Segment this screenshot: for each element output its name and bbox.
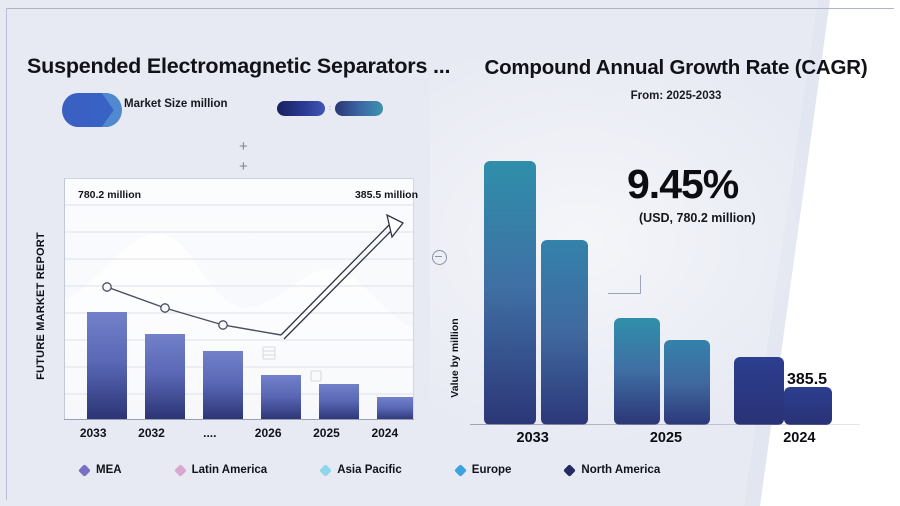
plus-icon-2: + (239, 158, 248, 175)
pill-primary (277, 101, 325, 116)
right-chart-title: Compound Annual Growth Rate (CAGR) (484, 56, 868, 79)
left-chart-svg (65, 204, 413, 420)
legend-label-europe: Europe (471, 464, 512, 476)
region-legend: MEA Latin America Asia Pacific Europe No… (78, 463, 820, 477)
legend-item-europe[interactable]: Europe (453, 463, 512, 477)
right-chart-plot-area (466, 150, 866, 425)
cagr-headline: 9.45% (627, 161, 739, 207)
left-chart-growth-arrow (280, 213, 405, 340)
right-chart-bracket-mark (608, 275, 641, 294)
legend-item-north-america[interactable]: North America (563, 463, 661, 477)
right-chart-data-label: 385.5 (787, 371, 828, 388)
left-chart-note-start: 780.2 million (78, 189, 142, 201)
pill-separator: : (329, 105, 331, 112)
bar-2025-secondary (664, 340, 710, 425)
left-chart-placeholder-icons (262, 346, 322, 382)
bar-2033-secondary (541, 240, 588, 425)
bar-2026 (261, 375, 301, 420)
legend-item-latin-america[interactable]: Latin America (173, 463, 268, 477)
legend-pills: : (277, 101, 383, 116)
x-label-1: 2032 (138, 426, 165, 440)
x-label-0: 2033 (79, 426, 107, 440)
legend-diamond-icon-asia-pacific (319, 463, 333, 477)
legend-diamond-icon-latin-america (173, 463, 187, 477)
bar-2033 (87, 312, 127, 420)
left-chart-trend-line (102, 282, 282, 336)
legend-label-mea: MEA (96, 464, 122, 476)
bar-2024-secondary (784, 387, 832, 425)
legend-label-asia-pacific: Asia Pacific (337, 464, 402, 476)
left-chart-note-end: 385.5 million (354, 189, 418, 201)
bar-2024 (377, 397, 413, 420)
logo-caption: Market Size million (124, 98, 228, 110)
right-x-label-2: 2024 (783, 430, 816, 446)
right-chart-x-axis: 2033 2025 2024 (466, 430, 866, 446)
bar-dots (203, 351, 243, 420)
legend-label-north-america: North America (581, 464, 661, 476)
bar-2033-primary (484, 161, 536, 425)
left-chart-title: Suspended Electromagnetic Separators ... (27, 54, 451, 78)
right-x-label-1: 2025 (649, 430, 683, 446)
legend-diamond-icon-mea (78, 463, 91, 477)
right-chart-baseline (470, 424, 860, 425)
bar-2025-primary (614, 318, 660, 425)
right-chart-bars (484, 161, 832, 425)
x-label-3: 2026 (254, 426, 282, 440)
left-chart-y-axis-label: FUTURE MARKET REPORT (35, 232, 47, 380)
x-label-4: 2025 (313, 426, 340, 440)
pill-secondary (334, 101, 383, 116)
left-chart-x-axis: 2033 2032 .... 2026 2025 2024 (64, 426, 414, 440)
x-label-5: 2024 (371, 426, 399, 440)
bar-2025 (319, 384, 359, 420)
plus-icon-1: + (239, 138, 248, 155)
right-chart-subtitle: From: 2025-2033 (630, 90, 722, 102)
legend-item-mea[interactable]: MEA (78, 463, 122, 477)
legend-item-asia-pacific[interactable]: Asia Pacific (319, 463, 402, 477)
circle-minus-icon (432, 250, 447, 265)
left-chart-bars (87, 312, 413, 420)
x-label-2: .... (203, 426, 217, 440)
legend-diamond-icon-north-america (563, 463, 577, 477)
bar-2024-primary (734, 357, 784, 425)
right-chart-svg (484, 161, 832, 425)
legend-diamond-icon-europe (453, 463, 467, 477)
legend-label-latin-america: Latin America (191, 464, 268, 476)
right-x-label-0: 2033 (516, 430, 549, 446)
left-chart-plot-area (64, 178, 414, 420)
hexagon-logo-icon (62, 93, 122, 127)
left-chart-baseline (64, 419, 414, 420)
left-chart-secondary-axis-label: Value by million (449, 318, 461, 398)
cagr-subtext: (USD, 780.2 million) (639, 211, 756, 225)
bar-2032 (145, 334, 185, 420)
